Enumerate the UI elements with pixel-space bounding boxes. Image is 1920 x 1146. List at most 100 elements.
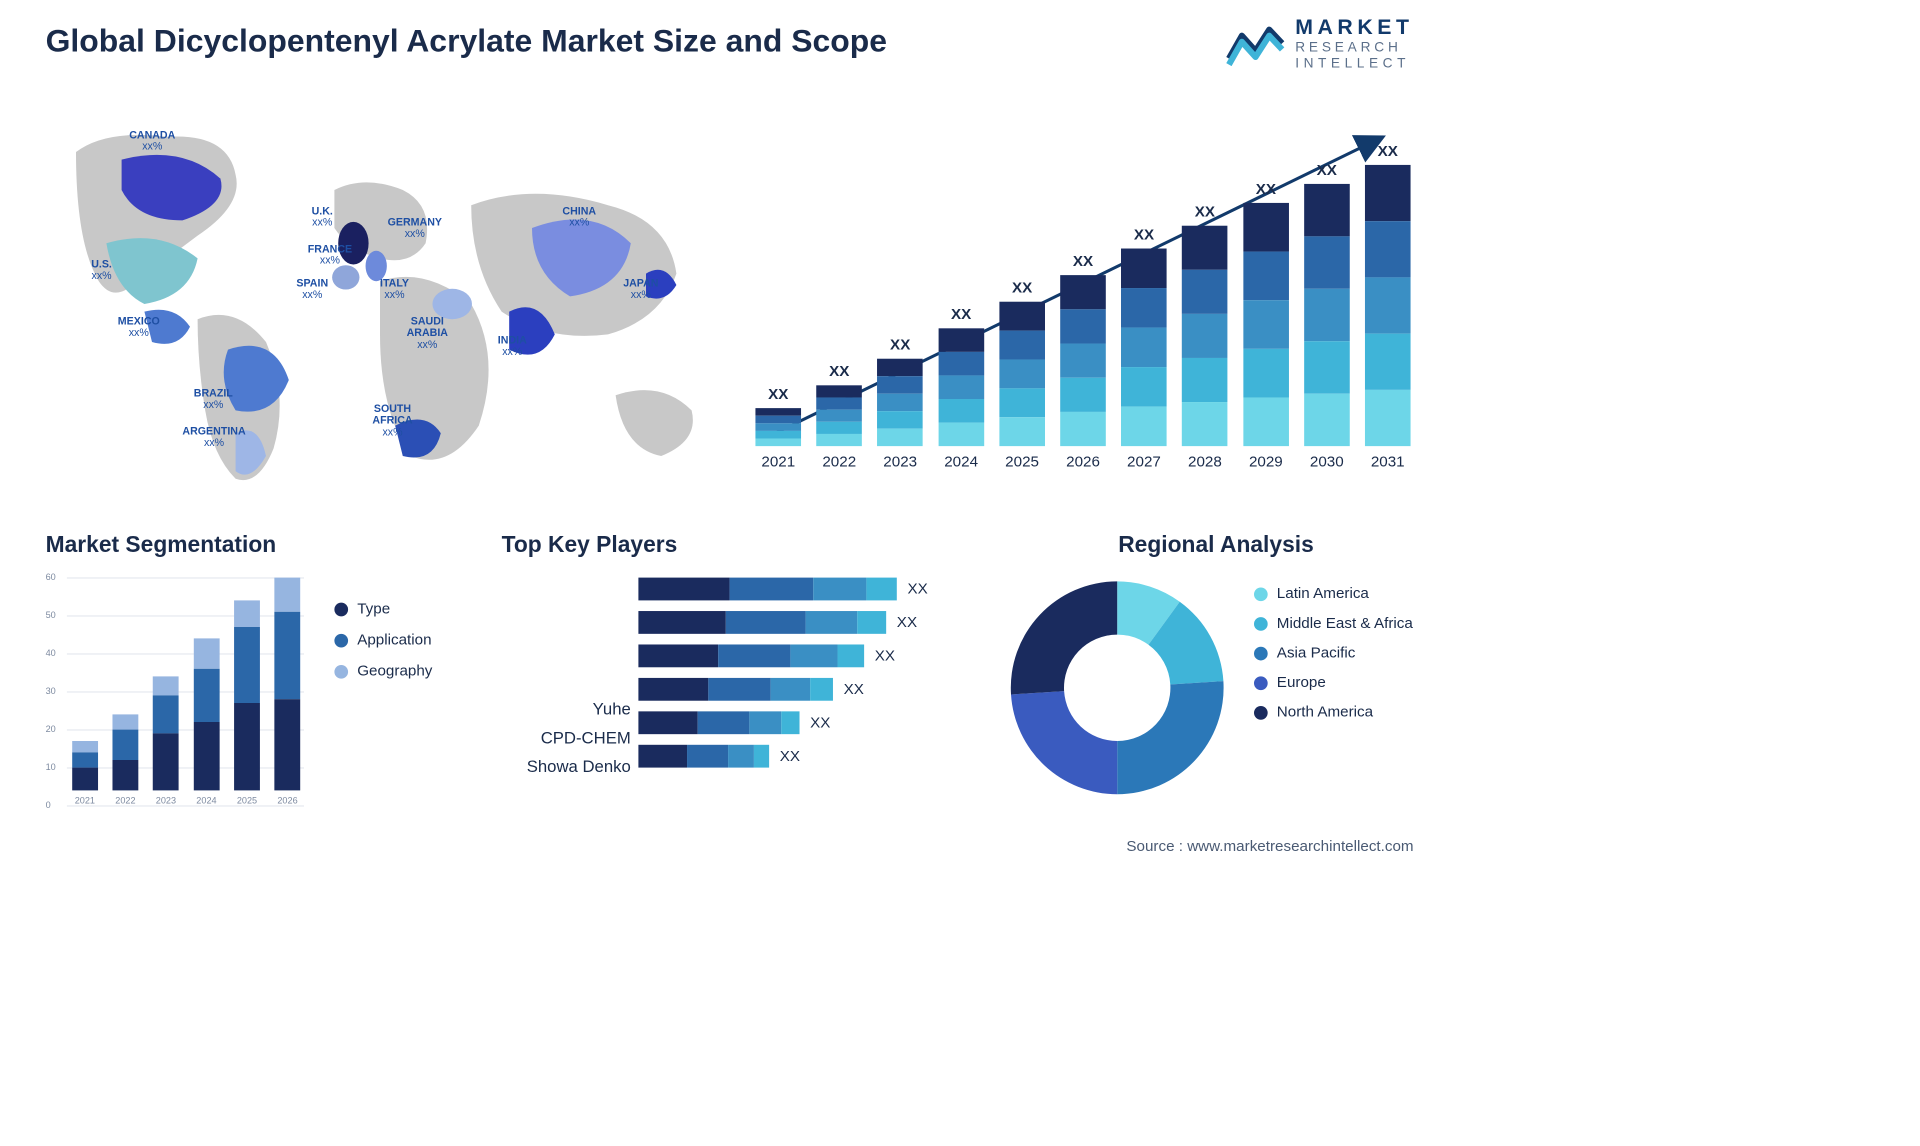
key-player-value: XX [810,714,830,731]
growth-col-2030: XX2030 [1301,162,1353,471]
regional-legend-item: Europe [1254,674,1413,691]
key-player-value: XX [844,681,864,698]
regional-legend-item: Asia Pacific [1254,644,1413,661]
growth-col-2026: XX2026 [1057,253,1109,471]
key-player-name: CPD-CHEM [502,728,631,748]
map-label-india: INDIAxx% [498,334,527,357]
brand-line2: RESEARCH [1295,40,1413,56]
growth-year-label: 2030 [1310,454,1344,471]
growth-col-2025: XX 2025 [996,280,1048,472]
seg-ytick: 50 [46,610,56,621]
brand-icon [1225,21,1286,67]
world-map-svg [46,106,715,501]
seg-legend-item: Type [334,600,432,617]
growth-value-label: XX [951,306,971,323]
growth-year-label: 2028 [1188,454,1222,471]
growth-stack [1182,226,1228,446]
growth-value-label: XX [1073,253,1093,270]
regional-legend: Latin AmericaMiddle East & AfricaAsia Pa… [1254,585,1413,733]
key-player-value: XX [897,614,917,631]
growth-col-2021: XX2021 [752,386,804,471]
map-label-brazil: BRAZILxx% [194,388,233,411]
key-player-value: XX [907,580,927,597]
world-map-panel: CANADAxx%U.S.xx%MEXICOxx%BRAZILxx%ARGENT… [46,106,715,501]
seg-ytick: 30 [46,686,56,697]
growth-col-2022: XX 2022 [813,363,865,471]
key-player-value: XX [875,647,895,664]
map-label-saudi-arabia: SAUDIARABIAxx% [407,315,448,350]
growth-value-label: XX [768,386,788,403]
seg-col-2025: 2025 [231,600,264,805]
growth-stack [1060,275,1106,446]
growth-col-2029: XX2029 [1240,181,1292,471]
map-label-u-s-: U.S.xx% [91,258,112,281]
growth-col-2028: XX 2028 [1179,204,1231,472]
seg-year-label: 2024 [196,795,216,806]
seg-year-label: 2025 [237,795,257,806]
key-player-row: XX [638,644,957,667]
regional-legend-item: North America [1254,704,1413,721]
seg-year-label: 2023 [156,795,176,806]
key-player-row: XX [638,611,957,634]
key-player-value: XX [780,747,800,764]
growth-col-2031: XX2031 [1362,143,1414,471]
growth-stack [999,302,1045,446]
growth-year-label: 2023 [883,454,917,471]
map-label-south-africa: SOUTHAFRICAxx% [372,403,412,438]
growth-year-label: 2025 [1005,454,1039,471]
growth-stack [1121,249,1167,447]
growth-col-2023: XX 2023 [874,337,926,472]
segmentation-legend: TypeApplicationGeography [334,600,432,693]
growth-stack [1243,203,1289,446]
growth-value-label: XX [1195,204,1215,221]
segmentation-title: Market Segmentation [46,532,472,558]
key-player-row: XX [638,578,957,601]
key-player-name: Showa Denko [502,757,631,777]
growth-value-label: XX [1012,280,1032,297]
growth-stack [938,328,984,446]
growth-stack [816,385,862,446]
regional-panel: Regional Analysis Latin AmericaMiddle Ea… [1003,532,1429,836]
seg-ytick: 40 [46,648,56,659]
growth-value-label: XX [1256,181,1276,198]
growth-col-2027: XX 2027 [1118,226,1170,471]
seg-ytick: 0 [46,800,51,811]
key-players-names: Yuhe CPD-CHEM Showa Denko [502,699,631,786]
growth-chart: XX2021XX2022XX2023XX2024XX2025XX2026XX20… [752,106,1413,501]
growth-col-2024: XX 2024 [935,306,987,471]
map-label-mexico: MEXICOxx% [118,315,160,338]
regional-legend-item: Latin America [1254,585,1413,602]
regional-title: Regional Analysis [1003,532,1429,558]
map-label-germany: GERMANYxx% [388,217,442,240]
seg-col-2021: 2021 [68,741,101,806]
brand-logo: MARKET RESEARCH INTELLECT [1225,15,1413,71]
seg-legend-item: Geography [334,663,432,680]
growth-value-label: XX [1134,226,1154,243]
regional-donut [1003,574,1231,802]
seg-ytick: 60 [46,572,56,583]
brand-line1: MARKET [1295,15,1413,39]
seg-col-2022: 2022 [109,714,142,805]
map-label-argentina: ARGENTINAxx% [182,426,245,449]
growth-year-label: 2027 [1127,454,1161,471]
growth-year-label: 2024 [944,454,978,471]
growth-stack [1304,184,1350,446]
seg-year-label: 2021 [75,795,95,806]
key-player-name: Yuhe [502,699,631,719]
key-player-row: XX [638,745,957,768]
seg-col-2024: 2024 [190,638,223,805]
seg-ytick: 20 [46,724,56,735]
growth-value-label: XX [890,337,910,354]
seg-col-2026: 2026 [271,578,304,806]
page-title: Global Dicyclopentenyl Acrylate Market S… [46,23,887,59]
brand-line3: INTELLECT [1295,55,1413,71]
seg-col-2023: 2023 [149,676,182,805]
map-label-japan: JAPANxx% [623,277,658,300]
growth-value-label: XX [829,363,849,380]
map-label-france: FRANCExx% [308,243,352,266]
key-players-rows: XXXXXXXXXXXX [638,578,957,779]
growth-year-label: 2022 [822,454,856,471]
seg-ytick: 10 [46,762,56,773]
seg-year-label: 2026 [277,795,297,806]
key-player-row: XX [638,711,957,734]
